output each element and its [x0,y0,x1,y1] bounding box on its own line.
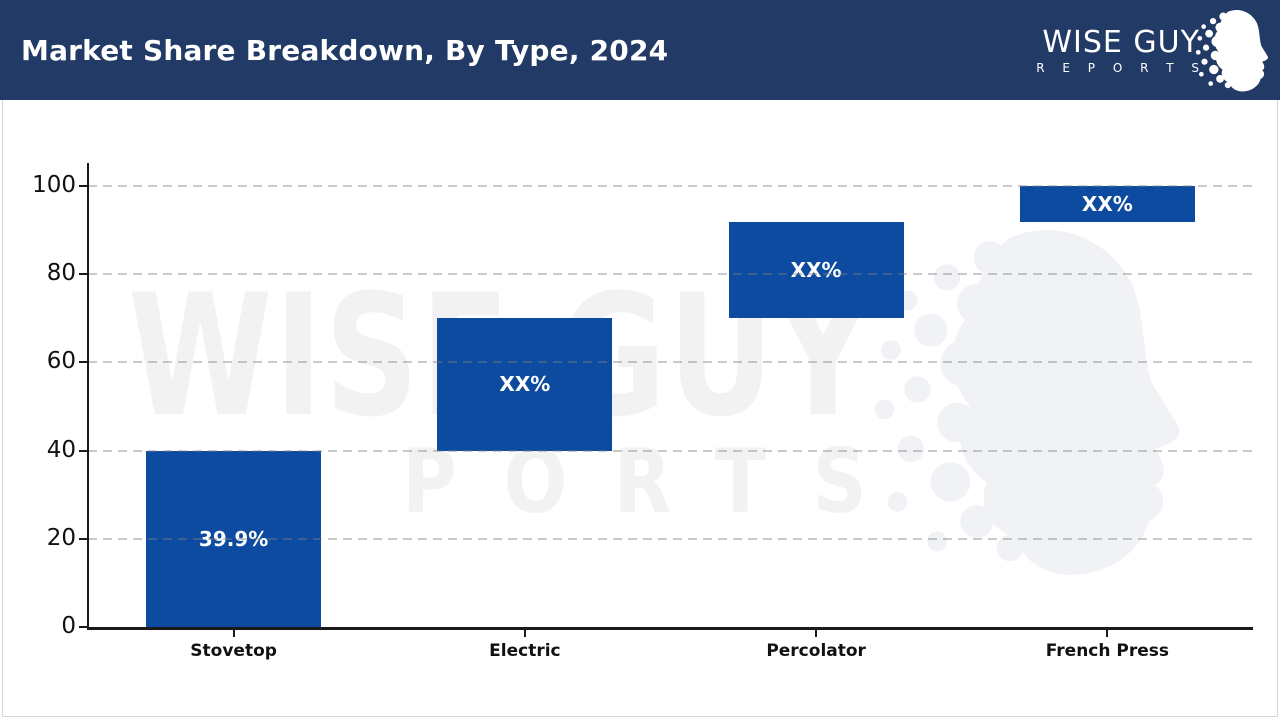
bar-value-label-stovetop: 39.9% [198,527,269,551]
bar-value-label-electric: XX% [499,372,551,397]
watermark-face-icon [874,230,1180,575]
gridline-20 [88,537,1253,540]
y-tick-mark-80 [79,273,87,276]
y-tick-mark-40 [79,449,87,452]
y-tick-label-20: 20 [46,524,76,551]
y-tick-mark-100 [79,185,87,187]
x-tick-mark-french-press [1106,629,1109,637]
x-tick-label-french-press: French Press [1045,641,1169,661]
x-tick-label-electric: Electric [489,641,561,661]
plot-area: 39.9% XX% XX% XX% 0 20 40 60 80 100 Stovetop Electr… [0,100,1280,720]
x-axis-spine [87,627,1253,630]
bar-stovetop: 39.9% [146,451,322,627]
logo-wordmark: WISE GUY [1042,25,1200,60]
bar-percolator: XX% [728,221,904,319]
gridline-60 [88,361,1253,364]
bar-french-press: XX% [1019,186,1195,222]
gridline-40 [88,449,1253,452]
x-tick-mark-stovetop [232,629,235,637]
header-bar: Market Share Breakdown, By Type, 2024 WI… [0,0,1280,100]
y-tick-label-100: 100 [32,172,76,198]
y-tick-mark-0 [79,626,87,628]
y-tick-label-40: 40 [46,436,76,463]
y-tick-label-0: 0 [61,613,76,639]
logo-subtitle: R E P O R T S [1036,61,1206,75]
gridline-100 [88,185,1253,187]
x-tick-label-percolator: Percolator [766,641,866,661]
x-tick-mark-percolator [815,629,818,637]
logo-text: WISE GUY R E P O R T S [1036,25,1206,75]
bar-value-label-percolator: XX% [790,258,842,282]
wise-guy-logo: WISE GUY R E P O R T S [1036,7,1280,93]
gridline-80 [88,273,1253,276]
bar-electric: XX% [437,318,613,451]
y-tick-label-60: 60 [46,348,76,375]
y-tick-label-80: 80 [46,260,76,287]
y-tick-mark-20 [79,537,87,540]
x-tick-mark-electric [523,629,526,637]
y-axis-spine [87,163,89,629]
x-tick-label-stovetop: Stovetop [190,641,277,661]
logo-face-icon [1195,9,1268,92]
page-title: Market Share Breakdown, By Type, 2024 [21,33,669,67]
bar-value-label-french-press: XX% [1081,191,1133,216]
y-tick-mark-60 [79,361,87,364]
